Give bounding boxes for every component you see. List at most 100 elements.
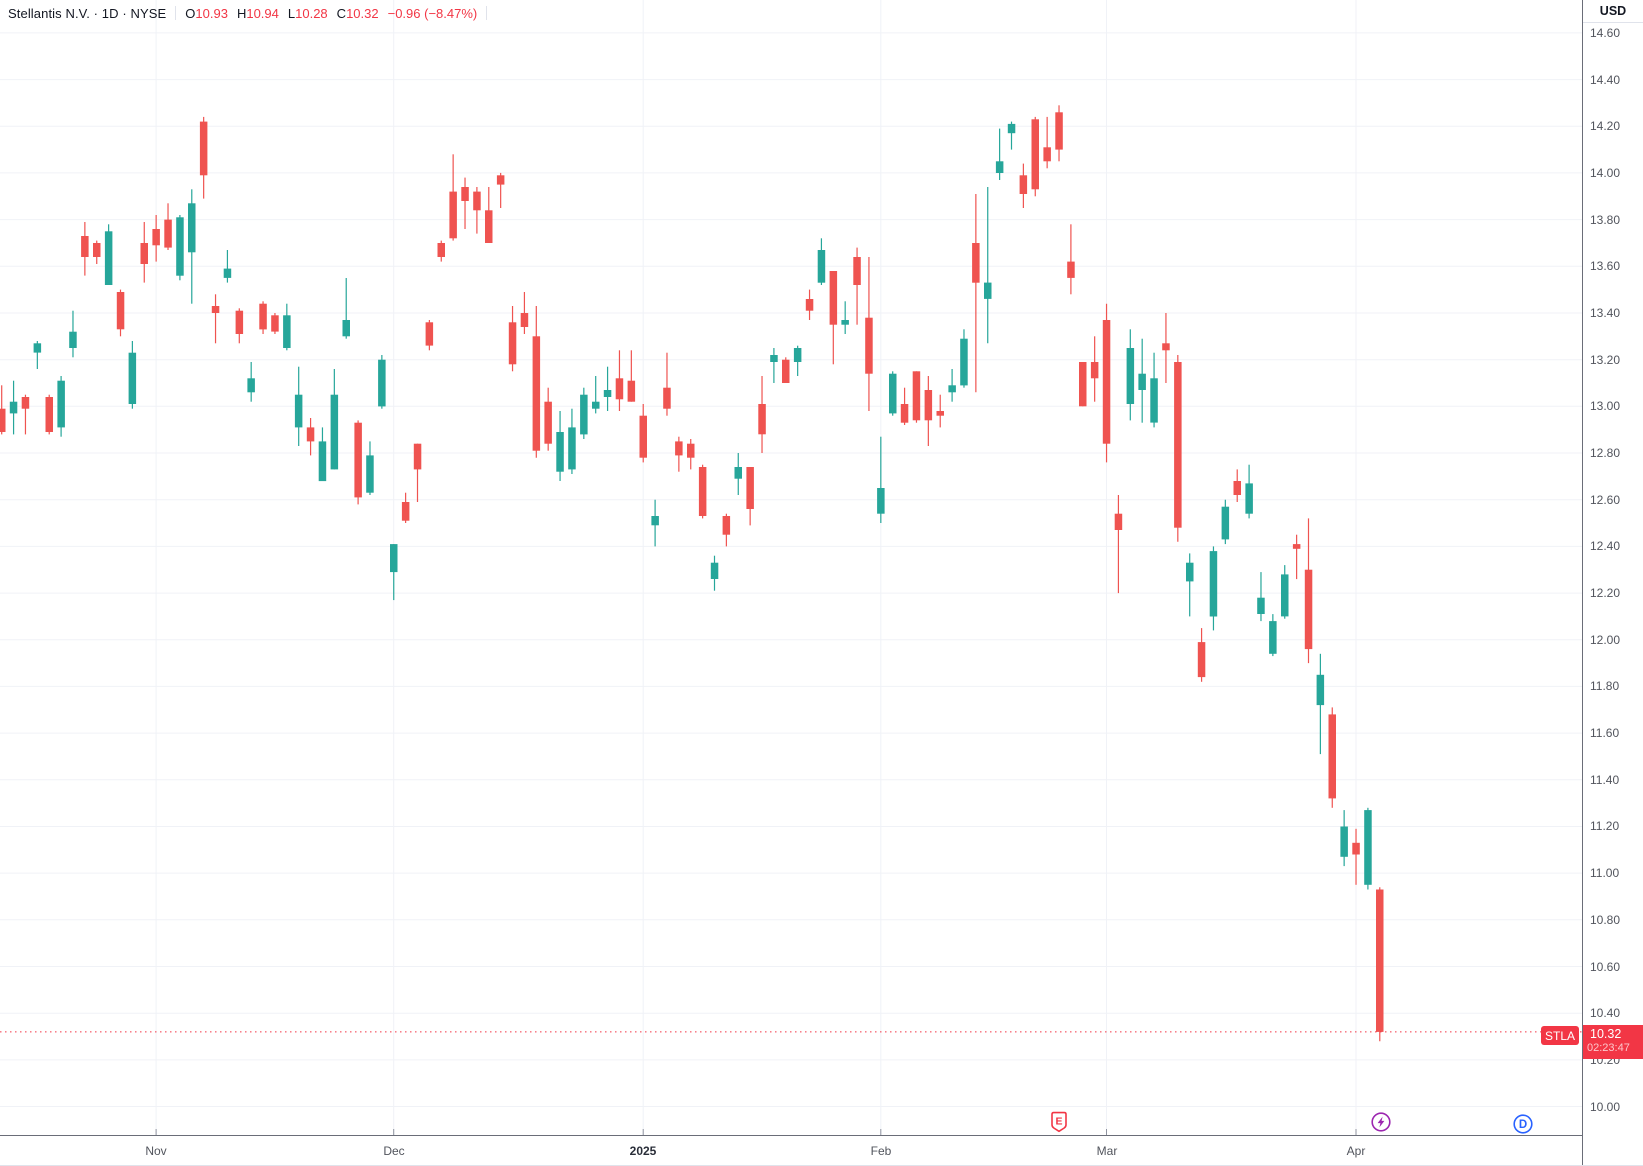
candle <box>413 443 422 470</box>
candle <box>1031 119 1039 190</box>
candle <box>960 338 968 386</box>
candle <box>972 243 980 283</box>
candle <box>889 373 897 414</box>
bar-countdown: 02:23:47 <box>1587 1042 1630 1054</box>
candle <box>1316 674 1325 706</box>
candle <box>271 315 279 332</box>
legend-divider <box>175 6 177 20</box>
candle <box>1102 320 1111 444</box>
candle <box>912 371 921 421</box>
legend: Stellantis N.V. · 1D · NYSE O10.93 H10.94… <box>8 4 488 22</box>
candle <box>128 352 137 404</box>
candle <box>485 210 493 243</box>
price-tick-label: 11.40 <box>1590 773 1620 787</box>
candle <box>1079 362 1087 407</box>
time-tick-label: Nov <box>145 1144 167 1158</box>
candle <box>57 380 65 428</box>
ticker-chip[interactable]: STLA <box>1541 1026 1579 1045</box>
candle <box>1364 810 1372 885</box>
time-axis[interactable]: Nov Dec 2025 Feb Mar Apr <box>0 1135 1582 1165</box>
candle <box>283 315 291 348</box>
candle <box>1221 506 1230 540</box>
price-tick-label: 13.40 <box>1590 306 1621 320</box>
candle <box>829 271 838 325</box>
dividend-letter: D <box>1519 1119 1527 1131</box>
candle <box>437 243 445 257</box>
time-tick-label: Feb <box>870 1144 892 1158</box>
candle <box>995 161 1004 173</box>
dividend-icon[interactable]: D <box>1512 1113 1534 1135</box>
candle <box>342 320 350 337</box>
candle <box>199 121 208 176</box>
candle <box>865 317 873 374</box>
candle <box>877 488 885 514</box>
price-tick-label: 11.60 <box>1590 726 1620 740</box>
candle <box>176 217 184 276</box>
candle <box>1019 175 1028 194</box>
candle <box>1114 513 1123 530</box>
candle <box>401 502 410 521</box>
candles <box>0 105 1384 1042</box>
candle <box>390 544 398 573</box>
earnings-icon[interactable]: E <box>1048 1111 1070 1135</box>
gridlines <box>0 0 1582 1135</box>
candle <box>520 313 529 327</box>
candle <box>164 219 172 248</box>
candle <box>1257 597 1265 614</box>
candle <box>188 203 196 253</box>
price-tick-label: 13.20 <box>1590 353 1621 367</box>
candle <box>449 191 457 239</box>
price-tick-label: 14.20 <box>1590 119 1621 133</box>
lightning-icon[interactable] <box>1370 1111 1392 1133</box>
candle <box>1174 362 1182 528</box>
candle <box>33 343 42 353</box>
candle <box>853 257 861 285</box>
candle <box>508 322 517 365</box>
candle <box>235 310 244 334</box>
candle <box>425 322 434 346</box>
candle <box>758 404 766 435</box>
candle <box>93 243 101 257</box>
candle <box>841 320 849 325</box>
candle <box>817 250 826 283</box>
candle <box>1340 826 1348 857</box>
time-tick-label: Dec <box>383 1144 405 1158</box>
price-tick-label: 11.20 <box>1590 819 1620 833</box>
candle <box>687 443 695 458</box>
candle <box>378 359 386 407</box>
currency-label[interactable]: USD <box>1583 0 1643 23</box>
candle <box>9 401 18 414</box>
price-tick-label: 13.80 <box>1590 213 1621 227</box>
candle <box>1304 569 1313 650</box>
candle <box>924 390 933 421</box>
candle <box>1245 483 1253 514</box>
candle <box>615 378 624 400</box>
candle <box>580 394 588 435</box>
time-tick-label: Mar <box>1096 1144 1118 1158</box>
candle <box>1281 574 1289 617</box>
candle <box>366 455 374 493</box>
price-tick-label: 13.60 <box>1590 259 1621 273</box>
price-axis[interactable]: USD 14.60 14.40 14.20 14.00 13.80 13.60 13.40 1… <box>1582 0 1643 1165</box>
candle <box>211 306 220 313</box>
candle <box>1376 889 1384 1032</box>
ohlc-pair: O10.93 <box>185 5 228 21</box>
candle <box>734 467 742 479</box>
candle <box>663 387 671 409</box>
price-tick-label: 12.40 <box>1590 539 1621 553</box>
candle <box>805 299 814 311</box>
candle <box>1138 373 1146 390</box>
candle <box>1067 261 1075 278</box>
candle <box>223 268 232 278</box>
candle <box>69 331 77 348</box>
candle <box>936 411 944 416</box>
candlestick-plot[interactable] <box>0 0 1582 1135</box>
candle <box>592 401 600 409</box>
price-tick-label: 11.00 <box>1590 866 1620 880</box>
candle <box>152 229 160 246</box>
price-tick-label: 12.00 <box>1590 633 1621 647</box>
candle <box>1043 147 1051 162</box>
dividend-circle <box>1513 1114 1533 1134</box>
symbol-title[interactable]: Stellantis N.V. · 1D · NYSE <box>8 5 167 21</box>
candle <box>1328 714 1336 799</box>
